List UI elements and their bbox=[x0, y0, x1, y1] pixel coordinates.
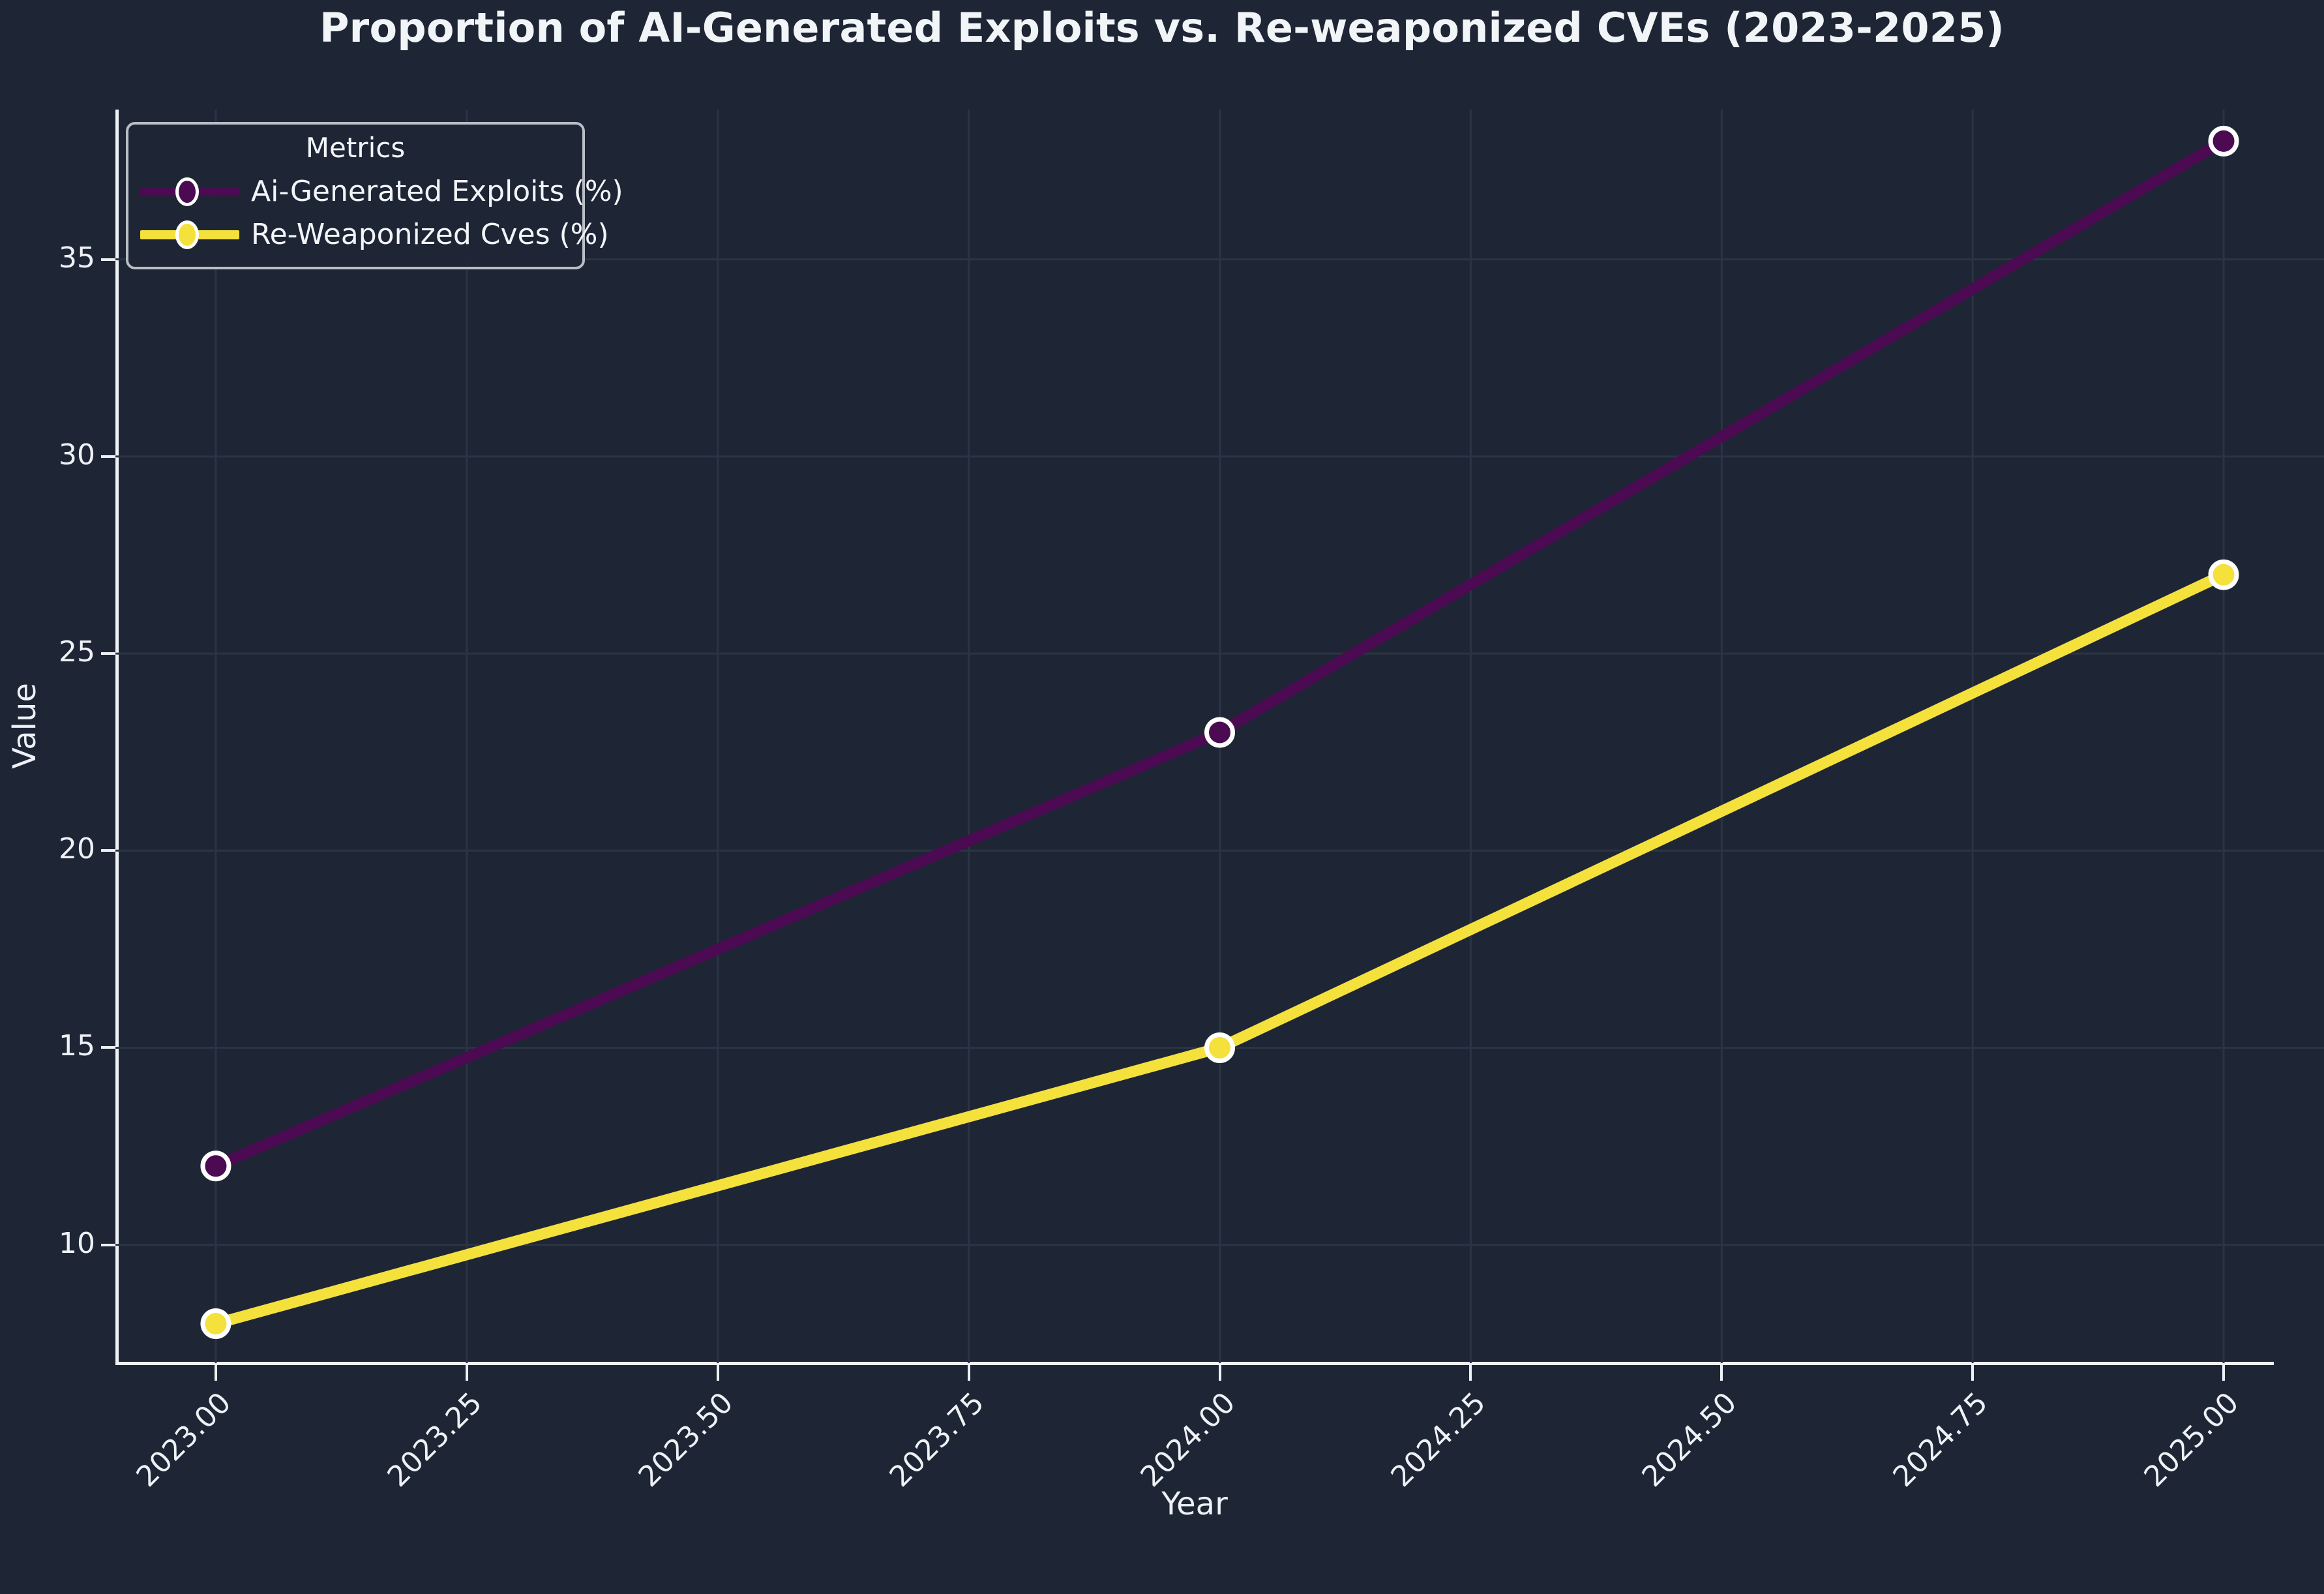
y-tick-mark bbox=[101, 1046, 115, 1049]
x-tick-mark bbox=[1218, 1365, 1221, 1381]
x-tick-mark bbox=[1469, 1365, 1472, 1381]
legend-marker-icon bbox=[175, 220, 199, 250]
plot-area bbox=[115, 110, 2324, 1363]
legend-title: Metrics bbox=[305, 132, 406, 164]
legend-label: Re-Weaponized Cves (%) bbox=[251, 218, 609, 252]
y-tick-mark bbox=[101, 455, 115, 458]
data-point-marker[interactable] bbox=[2208, 125, 2239, 157]
series-2 bbox=[200, 559, 2239, 1340]
legend-marker-icon bbox=[175, 177, 199, 207]
y-tick-label: 25 bbox=[59, 635, 95, 669]
data-point-marker[interactable] bbox=[200, 1150, 231, 1182]
y-tick-label: 30 bbox=[59, 438, 95, 472]
legend-entry-2[interactable]: Re-Weaponized Cves (%) bbox=[140, 213, 609, 256]
data-point-marker[interactable] bbox=[1204, 717, 1235, 748]
legend: Metrics Ai-Generated Exploits (%) Re-Weap… bbox=[126, 122, 623, 270]
y-tick-label: 15 bbox=[59, 1029, 95, 1063]
x-tick-mark bbox=[967, 1365, 970, 1381]
legend-entry-1[interactable]: Ai-Generated Exploits (%) bbox=[140, 170, 623, 213]
y-tick-label: 35 bbox=[59, 241, 95, 275]
y-tick-mark bbox=[101, 1243, 115, 1246]
y-axis-spine bbox=[115, 110, 119, 1365]
x-tick-mark bbox=[1720, 1365, 1723, 1381]
series-1 bbox=[200, 125, 2239, 1182]
y-tick-mark bbox=[101, 849, 115, 852]
x-tick-mark bbox=[716, 1365, 719, 1381]
data-point-marker[interactable] bbox=[200, 1308, 231, 1340]
x-tick-mark bbox=[1971, 1365, 1974, 1381]
y-tick-label: 10 bbox=[59, 1226, 95, 1260]
chart-figure: Proportion of AI-Generated Exploits vs. … bbox=[7, 4, 2324, 1522]
x-tick-mark bbox=[214, 1365, 217, 1381]
legend-label: Ai-Generated Exploits (%) bbox=[251, 175, 623, 209]
y-tick-label: 20 bbox=[59, 832, 95, 866]
y-tick-mark bbox=[101, 652, 115, 655]
plot-canvas bbox=[115, 110, 2324, 1363]
data-point-marker[interactable] bbox=[2208, 559, 2239, 590]
x-axis-spine bbox=[115, 1362, 2274, 1365]
x-axis-label: Year bbox=[1161, 1486, 1228, 1522]
chart-title: Proportion of AI-Generated Exploits vs. … bbox=[320, 4, 2004, 52]
legend-entries: Ai-Generated Exploits (%) Re-Weaponized C… bbox=[140, 170, 623, 256]
x-tick-mark bbox=[2222, 1365, 2226, 1381]
legend-swatch-icon bbox=[140, 218, 239, 252]
y-axis-label: Value bbox=[7, 683, 43, 769]
legend-swatch-icon bbox=[140, 175, 239, 209]
y-tick-mark bbox=[101, 258, 115, 261]
data-point-marker[interactable] bbox=[1204, 1032, 1235, 1063]
x-tick-mark bbox=[465, 1365, 468, 1381]
